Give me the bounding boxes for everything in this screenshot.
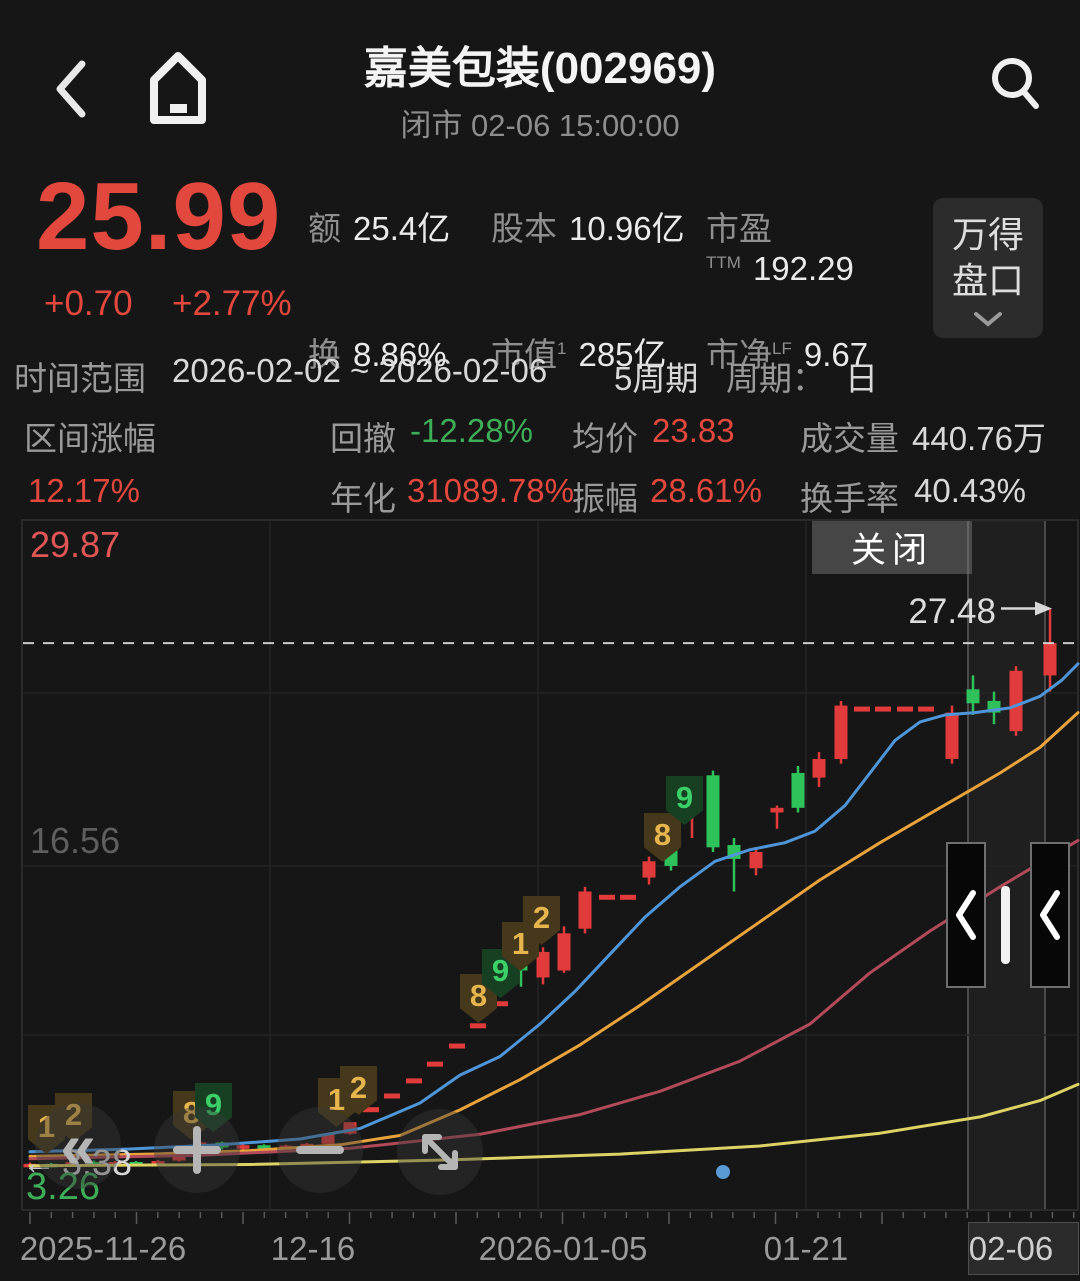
turnover-rate-label: 换手率 bbox=[800, 480, 899, 517]
expand-arrows-icon bbox=[422, 1134, 458, 1170]
x-axis-label: 2025-11-26 bbox=[19, 1230, 187, 1267]
rewind-button[interactable]: « bbox=[35, 1103, 121, 1189]
page-title: 嘉美包装(002969) bbox=[363, 44, 717, 93]
annualized-label: 年化 bbox=[330, 480, 396, 517]
stat-turnover: 换 8.86% bbox=[308, 336, 447, 373]
chevron-down-icon bbox=[974, 312, 1002, 327]
back-button[interactable] bbox=[50, 56, 92, 122]
x-axis-label: 2026-01-05 bbox=[478, 1230, 648, 1267]
cycle-value[interactable]: 日 bbox=[845, 360, 878, 397]
last-price: 25.99 bbox=[36, 163, 282, 270]
turnover-rate-value: 40.43% bbox=[914, 472, 1026, 509]
zoom-out-button[interactable] bbox=[277, 1107, 363, 1193]
period-count: 5周期 bbox=[614, 360, 699, 397]
y-label-high: 29.87 bbox=[30, 524, 121, 565]
x-axis-label: 01-21 bbox=[763, 1230, 849, 1267]
back-chevron-icon bbox=[56, 60, 86, 118]
interval-gain-label: 区间涨幅 bbox=[24, 420, 156, 457]
volume-value: 440.76万 bbox=[912, 420, 1046, 457]
selection-center-grip[interactable] bbox=[1001, 886, 1010, 964]
zoom-in-button[interactable] bbox=[154, 1107, 240, 1193]
home-icon bbox=[150, 52, 206, 124]
y-label-mid: 16.56 bbox=[30, 820, 121, 861]
chevron-left-icon bbox=[1040, 890, 1060, 940]
quote-stats-grid: 额 25.4亿 股本 10.96亿 市盈TTM 192.29 换 8.86% 市值1 28… bbox=[308, 202, 908, 376]
amplitude-value: 28.61% bbox=[650, 472, 762, 509]
close-chart-button[interactable]: 关闭 bbox=[812, 521, 972, 574]
price-change: +0.70 bbox=[44, 284, 133, 323]
volume-label: 成交量 bbox=[800, 420, 899, 457]
expand-button[interactable] bbox=[397, 1109, 483, 1195]
drawdown-value: -12.28% bbox=[410, 412, 533, 449]
interval-gain-value: 12.17% bbox=[28, 472, 140, 509]
selection-left-handle[interactable] bbox=[946, 842, 986, 988]
rewind-icon: « bbox=[60, 1110, 96, 1182]
stat-pb-ratio: 市净LF 9.67 bbox=[706, 336, 869, 373]
avg-price-label: 均价 bbox=[572, 420, 638, 457]
drawdown-label: 回撤 bbox=[330, 420, 396, 457]
time-range-label: 时间范围 bbox=[14, 360, 146, 397]
selection-right-handle[interactable] bbox=[1030, 842, 1070, 988]
annualized-value: 31089.78% bbox=[407, 472, 574, 509]
stat-market-cap: 市值1 285亿 bbox=[491, 336, 667, 373]
search-icon bbox=[992, 58, 1039, 109]
market-status: 闭市 02-06 15:00:00 bbox=[400, 108, 680, 143]
cycle-label: 周期： bbox=[726, 360, 825, 397]
x-axis-label: 12-16 bbox=[270, 1230, 356, 1267]
stat-amount: 额 25.4亿 bbox=[308, 210, 451, 247]
plus-icon bbox=[173, 1126, 221, 1174]
stat-pe-ratio: 市盈TTM 192.29 bbox=[706, 210, 854, 287]
amplitude-label: 振幅 bbox=[572, 480, 638, 517]
stat-share-capital: 股本 10.96亿 bbox=[491, 210, 685, 247]
time-range-value: 2026-02-02 ~ 2026-02-06 bbox=[172, 352, 548, 389]
price-change-pct: +2.77% bbox=[172, 284, 292, 323]
avg-price-value: 23.83 bbox=[652, 412, 735, 449]
axis-highlight-box bbox=[968, 1222, 1079, 1275]
y-label-low: 3.38 bbox=[62, 1142, 133, 1183]
x-axis-label: 02-06 bbox=[968, 1230, 1054, 1267]
high-price-marker: 27.48 bbox=[908, 592, 996, 631]
search-button[interactable] bbox=[986, 54, 1044, 114]
chevron-left-icon bbox=[956, 890, 976, 940]
minus-icon bbox=[296, 1146, 344, 1154]
wind-order-book-button[interactable]: 万得 盘口 bbox=[933, 198, 1043, 338]
home-button[interactable] bbox=[140, 46, 216, 126]
y-label-min: 3.26 bbox=[26, 1166, 100, 1208]
